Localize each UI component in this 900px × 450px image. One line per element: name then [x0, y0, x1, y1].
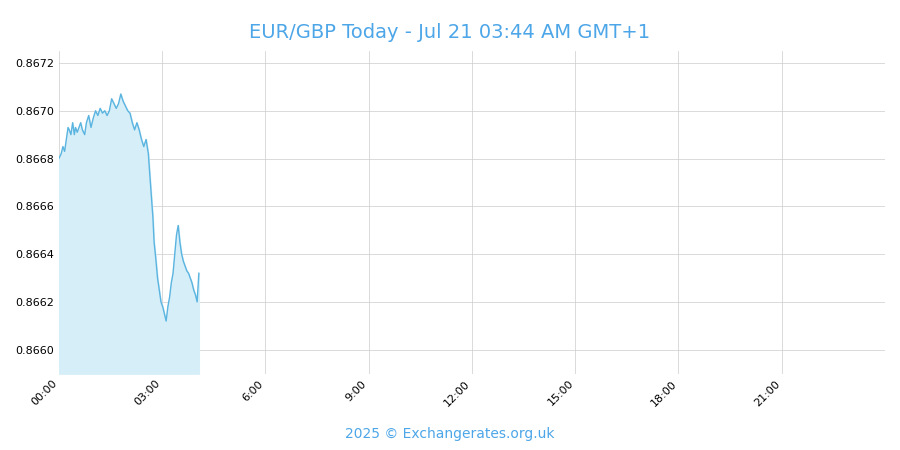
Text: EUR/GBP Today - Jul 21 03:44 AM GMT+1: EUR/GBP Today - Jul 21 03:44 AM GMT+1	[249, 22, 651, 41]
Text: 2025 © Exchangerates.org.uk: 2025 © Exchangerates.org.uk	[346, 427, 554, 441]
